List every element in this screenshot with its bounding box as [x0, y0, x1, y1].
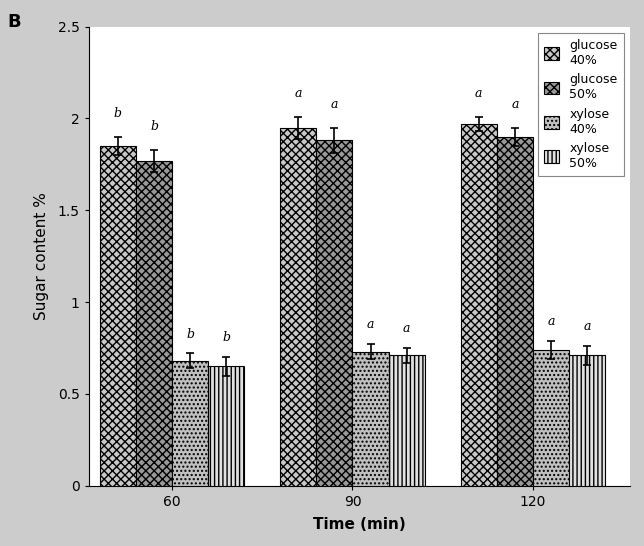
Text: b: b [150, 120, 158, 133]
Legend: glucose
40%, glucose
50%, xylose
40%, xylose
50%: glucose 40%, glucose 50%, xylose 40%, xy… [538, 33, 624, 176]
Text: a: a [294, 87, 302, 100]
Text: a: a [583, 321, 591, 333]
Bar [172, 361, 208, 486]
Bar [352, 352, 388, 486]
Text: a: a [367, 318, 374, 331]
Bar [497, 136, 533, 486]
Bar [280, 128, 316, 486]
Text: a: a [475, 87, 482, 100]
Bar [208, 366, 244, 486]
Bar [388, 355, 424, 486]
Text: a: a [331, 98, 338, 111]
Text: B: B [8, 13, 21, 31]
Text: b: b [222, 331, 230, 345]
Text: a: a [547, 314, 554, 328]
Bar [460, 124, 497, 486]
Text: a: a [511, 98, 518, 111]
Y-axis label: Sugar content %: Sugar content % [34, 192, 50, 320]
Text: b: b [186, 328, 194, 341]
Bar [533, 350, 569, 486]
Text: a: a [403, 322, 410, 335]
Bar [100, 146, 136, 486]
Bar [316, 140, 352, 486]
X-axis label: Time (min): Time (min) [313, 517, 406, 532]
Bar [136, 161, 172, 486]
Text: b: b [114, 107, 122, 120]
Bar [569, 355, 605, 486]
